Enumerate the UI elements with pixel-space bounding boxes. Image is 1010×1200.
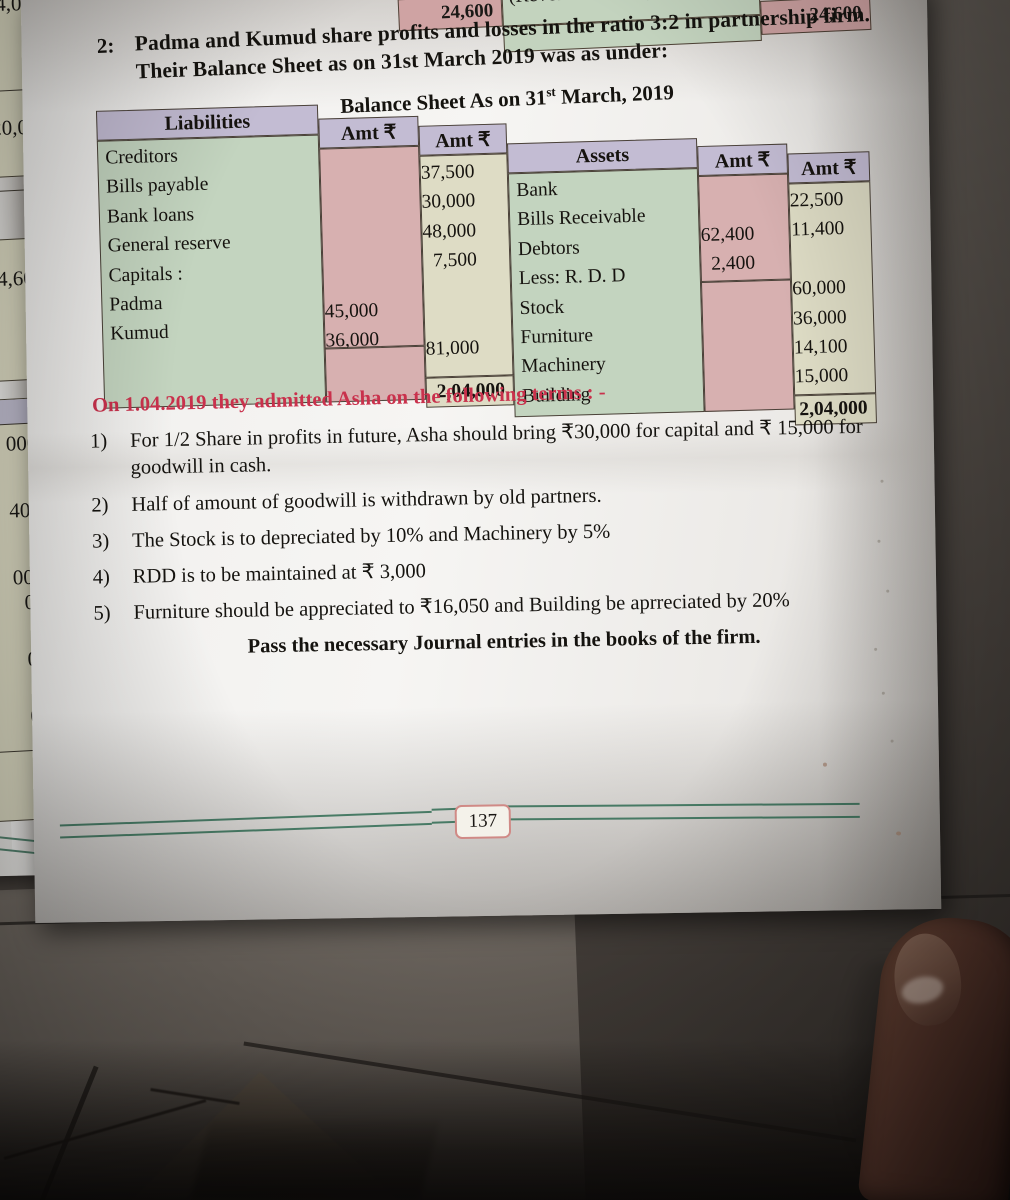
liabilities-labels: Creditors Bills payable Bank loans Gener… [104, 145, 231, 345]
footer-rule [60, 822, 432, 839]
term-item: 4) RDD is to be maintained at ₹ 3,000 [93, 549, 883, 591]
liabilities-amt1: 45,000 36,000 [324, 300, 380, 352]
footer-rule [503, 815, 860, 821]
liabilities-amt2: 37,500 30,000 48,000 7,500 81,000 [420, 161, 480, 361]
assets-amt2: 22,500 11,400 60,000 36,000 14,100 15,00… [789, 189, 849, 417]
header-asset-amt-1: Amt ₹ [697, 143, 788, 177]
assets-amt2-cell: 22,500 11,400 60,000 36,000 14,100 15,00… [788, 181, 877, 417]
footer-rule [503, 802, 860, 808]
term-text: Half of amount of goodwill is withdrawn … [131, 484, 602, 516]
term-number: 1) [89, 430, 108, 453]
terms-list: 1) For 1/2 Share in profits in future, A… [90, 404, 884, 661]
term-text: RDD is to be maintained at ₹ 3,000 [132, 560, 427, 588]
liabilities-amt2-cell: 37,500 30,000 48,000 7,500 81,000 [419, 153, 514, 378]
term-text: For 1/2 Share in profits in future, Asha… [129, 415, 863, 480]
term-number: 4) [92, 566, 111, 589]
liabilities-labels-cell: Creditors Bills payable Bank loans Gener… [96, 134, 327, 409]
header-liab-amt-2: Amt ₹ [418, 123, 508, 156]
assets-amt1-blank [700, 279, 795, 412]
term-text: Furniture should be appreciated to ₹16,0… [133, 589, 790, 625]
assets-labels: Bank Bills Receivable Debtors Less: R. D… [516, 178, 646, 407]
assets-amt1: 62,400 2,400 [700, 223, 756, 276]
term-item: 5) Furniture should be appreciated to ₹1… [93, 586, 883, 628]
term-number: 3) [91, 530, 110, 553]
liabilities-amt1-cell: 45,000 36,000 [319, 145, 425, 352]
term-item: 3) The Stock is to depreciated by 10% an… [92, 513, 882, 555]
term-text: The Stock is to depreciated by 10% and M… [131, 520, 611, 552]
header-asset-amt-2: Amt ₹ [787, 151, 871, 184]
term-number: 5) [93, 602, 111, 625]
header-liab-amt-1: Amt ₹ [318, 115, 420, 149]
term-item: 2) Half of amount of goodwill is withdra… [91, 477, 881, 519]
term-item: 1) For 1/2 Share in profits in future, A… [90, 413, 881, 483]
page-number: 137 [454, 804, 512, 840]
question-number: 2: [96, 33, 115, 59]
balance-sheet-table: Liabilities Amt ₹ Amt ₹ Assets Amt ₹ Amt… [95, 89, 877, 426]
assets-labels-cell: Bank Bills Receivable Debtors Less: R. D… [507, 168, 705, 418]
term-number: 2) [91, 493, 109, 517]
assets-amt1-cell: 62,400 2,400 [698, 173, 791, 283]
